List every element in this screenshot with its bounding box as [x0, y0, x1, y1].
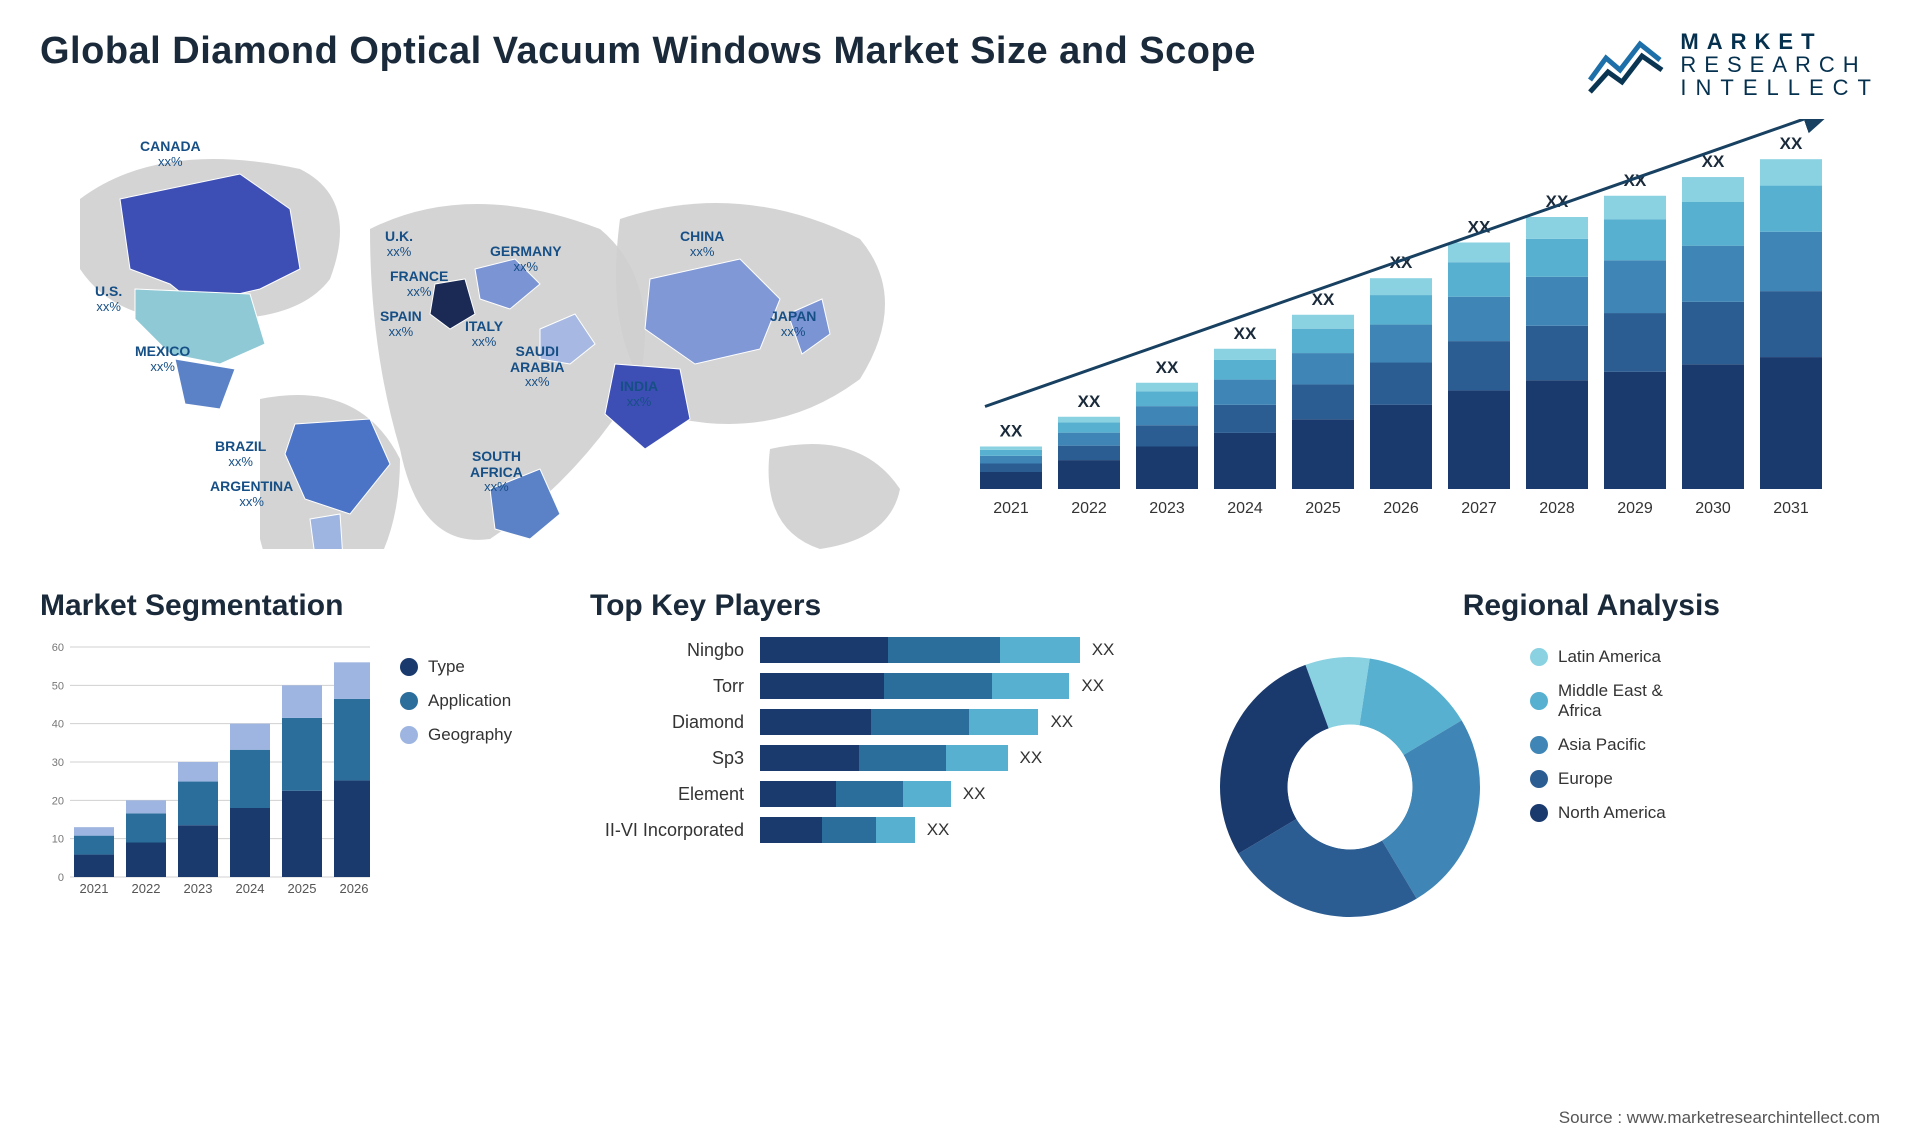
svg-text:50: 50 [52, 681, 64, 693]
map-country-label: SAUDIARABIAxx% [510, 344, 564, 389]
segmentation-panel: Market Segmentation 0 10 20 30 40 50 60 2021 202… [40, 589, 540, 937]
player-bar [760, 745, 1008, 771]
svg-text:2022: 2022 [132, 881, 161, 896]
player-bar [760, 817, 915, 843]
map-country-label: BRAZILxx% [215, 439, 266, 469]
market-size-chart: XX2021XX2022XX2023XX2024XX2025XX2026XX20… [970, 119, 1880, 549]
svg-text:2023: 2023 [1149, 500, 1185, 517]
segmentation-chart: 0 10 20 30 40 50 60 2021 2022 2023 2024 2025 2026 [40, 637, 370, 922]
segmentation-legend-item: Application [400, 691, 512, 711]
player-row: Element XX [590, 781, 1150, 807]
svg-text:XX: XX [1078, 392, 1101, 411]
player-row: II-VI Incorporated XX [590, 817, 1150, 843]
regional-legend-item: North America [1530, 803, 1666, 823]
svg-text:2024: 2024 [236, 881, 265, 896]
regional-legend-item: Asia Pacific [1530, 735, 1666, 755]
map-country-label: SOUTHAFRICAxx% [470, 449, 523, 494]
map-country-label: U.S.xx% [95, 284, 122, 314]
player-name: Sp3 [590, 748, 760, 769]
map-country-label: CANADAxx% [140, 139, 201, 169]
svg-text:40: 40 [52, 719, 64, 731]
regional-title: Regional Analysis [1200, 589, 1720, 623]
brand-logo: MARKET RESEARCH INTELLECT [1588, 30, 1880, 99]
svg-text:2028: 2028 [1539, 500, 1575, 517]
regional-donut [1200, 637, 1500, 937]
regional-legend-item: Latin America [1530, 647, 1666, 667]
source-line: Source : www.marketresearchintellect.com [1559, 1108, 1880, 1128]
map-country-label: MEXICOxx% [135, 344, 190, 374]
regional-legend-item: Middle East &Africa [1530, 681, 1666, 721]
player-bar [760, 781, 951, 807]
segmentation-legend-item: Type [400, 657, 512, 677]
brand-line-3: INTELLECT [1680, 76, 1880, 99]
player-name: Diamond [590, 712, 760, 733]
map-country-label: FRANCExx% [390, 269, 448, 299]
map-country-label: U.K.xx% [385, 229, 413, 259]
map-country-label: GERMANYxx% [490, 244, 562, 274]
svg-text:2025: 2025 [1305, 500, 1341, 517]
brand-chart-icon [1588, 34, 1666, 96]
map-country-label: ITALYxx% [465, 319, 503, 349]
map-country-label: CHINAxx% [680, 229, 724, 259]
svg-text:2031: 2031 [1773, 500, 1809, 517]
svg-text:XX: XX [1312, 290, 1335, 309]
regional-legend-item: Europe [1530, 769, 1666, 789]
map-country-label: ARGENTINAxx% [210, 479, 293, 509]
svg-text:2027: 2027 [1461, 500, 1497, 517]
segmentation-legend-item: Geography [400, 725, 512, 745]
player-value: XX [1050, 712, 1073, 732]
players-title: Top Key Players [590, 589, 1150, 623]
regional-panel: Regional Analysis Latin America Middle Ea… [1200, 589, 1880, 937]
svg-text:XX: XX [1000, 422, 1023, 441]
svg-text:2026: 2026 [340, 881, 369, 896]
player-name: Ningbo [590, 640, 760, 661]
player-row: Diamond XX [590, 709, 1150, 735]
player-bar [760, 637, 1080, 663]
svg-text:XX: XX [1780, 134, 1803, 153]
svg-text:10: 10 [52, 834, 64, 846]
svg-text:2026: 2026 [1383, 500, 1419, 517]
brand-line-2: RESEARCH [1680, 53, 1880, 76]
player-row: Ningbo XX [590, 637, 1150, 663]
svg-text:XX: XX [1156, 358, 1179, 377]
player-name: Torr [590, 676, 760, 697]
player-value: XX [1020, 748, 1043, 768]
svg-text:0: 0 [58, 872, 64, 884]
segmentation-legend: Type Application Geography [400, 637, 512, 922]
world-map: CANADAxx% U.S.xx% MEXICOxx% BRAZILxx% ARGENT… [40, 119, 930, 549]
player-name: II-VI Incorporated [590, 820, 760, 841]
svg-text:60: 60 [52, 642, 64, 654]
svg-text:2022: 2022 [1071, 500, 1107, 517]
page-title: Global Diamond Optical Vacuum Windows Ma… [40, 30, 1256, 73]
segmentation-title: Market Segmentation [40, 589, 540, 623]
player-value: XX [1081, 676, 1104, 696]
player-value: XX [963, 784, 986, 804]
regional-legend: Latin America Middle East &Africa Asia Pac… [1530, 637, 1666, 937]
map-country-label: INDIAxx% [620, 379, 658, 409]
players-panel: Top Key Players NingboXXTorrXXDiamondXXS… [590, 589, 1150, 937]
svg-text:2023: 2023 [184, 881, 213, 896]
svg-text:2021: 2021 [80, 881, 109, 896]
svg-text:2025: 2025 [288, 881, 317, 896]
player-bar [760, 709, 1038, 735]
player-row: Sp3 XX [590, 745, 1150, 771]
player-value: XX [927, 820, 950, 840]
player-value: XX [1092, 640, 1115, 660]
svg-text:20: 20 [52, 796, 64, 808]
svg-text:2021: 2021 [993, 500, 1029, 517]
map-country-label: SPAINxx% [380, 309, 422, 339]
svg-text:2030: 2030 [1695, 500, 1731, 517]
player-name: Element [590, 784, 760, 805]
brand-line-1: MARKET [1680, 30, 1880, 53]
map-country-label: JAPANxx% [770, 309, 816, 339]
svg-text:2024: 2024 [1227, 500, 1263, 517]
player-bar [760, 673, 1069, 699]
svg-text:30: 30 [52, 757, 64, 769]
svg-text:XX: XX [1234, 324, 1257, 343]
svg-text:2029: 2029 [1617, 500, 1653, 517]
players-list: NingboXXTorrXXDiamondXXSp3XXElementXXII-… [590, 637, 1150, 843]
player-row: Torr XX [590, 673, 1150, 699]
